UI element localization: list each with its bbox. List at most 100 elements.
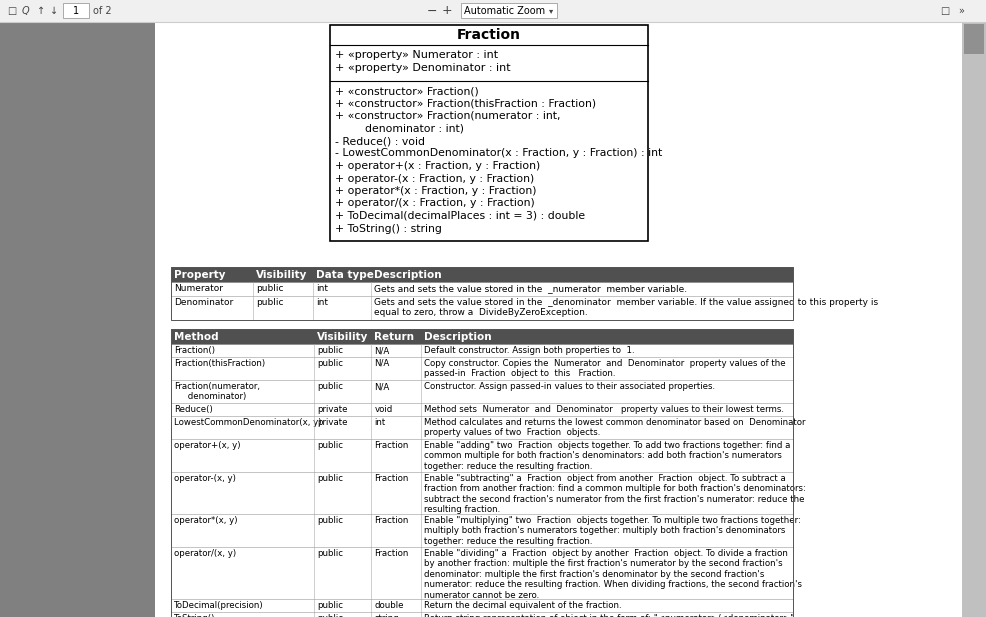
Text: public: public: [317, 614, 343, 617]
Bar: [171, 329, 793, 617]
Text: int: int: [375, 418, 386, 427]
Text: N/A: N/A: [375, 382, 389, 391]
Text: ↓: ↓: [50, 6, 58, 16]
Text: Visibility: Visibility: [256, 270, 308, 280]
Text: Automatic Zoom: Automatic Zoom: [464, 6, 545, 16]
Text: double: double: [375, 601, 404, 610]
Text: Fraction: Fraction: [375, 441, 408, 450]
Text: −: −: [427, 4, 437, 17]
Text: Fraction: Fraction: [375, 474, 408, 483]
Text: + «property» Numerator : int: + «property» Numerator : int: [335, 50, 498, 60]
Text: Numerator: Numerator: [174, 284, 223, 293]
Text: Method: Method: [174, 331, 219, 341]
Text: Denominator: Denominator: [174, 298, 234, 307]
Bar: [461, 3, 557, 18]
Text: + «property» Denominator : int: + «property» Denominator : int: [335, 63, 511, 73]
Text: int: int: [317, 284, 328, 293]
Text: ↑: ↑: [37, 6, 45, 16]
Text: operator+(x, y): operator+(x, y): [174, 441, 241, 450]
Text: Gets and sets the value stored in the  _numerator  member variable.: Gets and sets the value stored in the _n…: [374, 284, 687, 293]
Text: □: □: [940, 6, 950, 16]
Text: public: public: [317, 359, 343, 368]
Bar: [171, 282, 793, 296]
Text: + «constructor» Fraction(numerator : int,: + «constructor» Fraction(numerator : int…: [335, 111, 560, 121]
Bar: [63, 3, 89, 18]
Text: - Reduce() : void: - Reduce() : void: [335, 136, 425, 146]
Bar: [962, 22, 986, 617]
Text: void: void: [375, 405, 392, 414]
Text: private: private: [317, 405, 347, 414]
Text: public: public: [317, 601, 343, 610]
Text: Fraction(thisFraction): Fraction(thisFraction): [174, 359, 265, 368]
Text: public: public: [317, 516, 343, 525]
Bar: [171, 329, 793, 344]
Bar: [171, 599, 793, 612]
Text: denominator : int): denominator : int): [365, 123, 464, 133]
Text: operator*(x, y): operator*(x, y): [174, 516, 238, 525]
Text: of 2: of 2: [93, 6, 111, 16]
Text: + operator+(x : Fraction, y : Fraction): + operator+(x : Fraction, y : Fraction): [335, 161, 540, 171]
Bar: [171, 267, 793, 320]
Text: public: public: [317, 549, 343, 558]
Text: Property: Property: [174, 270, 226, 280]
Text: public: public: [256, 298, 284, 307]
Text: Fraction(numerator,
     denominator): Fraction(numerator, denominator): [174, 382, 260, 402]
Text: +: +: [442, 4, 453, 17]
Bar: [171, 357, 793, 380]
Text: Method sets  Numerator  and  Denominator   property values to their lowest terms: Method sets Numerator and Denominator pr…: [424, 405, 784, 414]
Bar: [171, 416, 793, 439]
Text: 1: 1: [73, 6, 79, 16]
Text: Visibility: Visibility: [317, 331, 369, 341]
Text: + ToString() : string: + ToString() : string: [335, 223, 442, 233]
Text: Return: Return: [375, 331, 414, 341]
Text: public: public: [256, 284, 284, 293]
Text: - LowestCommonDenominator(x : Fraction, y : Fraction) : int: - LowestCommonDenominator(x : Fraction, …: [335, 149, 663, 159]
Bar: [171, 380, 793, 403]
Text: Copy constructor. Copies the  Numerator  and  Denominator  property values of th: Copy constructor. Copies the Numerator a…: [424, 359, 786, 378]
Bar: [330, 25, 648, 241]
Bar: [171, 296, 793, 320]
Text: + operator-(x : Fraction, y : Fraction): + operator-(x : Fraction, y : Fraction): [335, 173, 534, 183]
Text: public: public: [317, 441, 343, 450]
Bar: [171, 439, 793, 472]
Text: + «constructor» Fraction(thisFraction : Fraction): + «constructor» Fraction(thisFraction : …: [335, 99, 597, 109]
Text: Enable "adding" two  Fraction  objects together. To add two fractions together: : Enable "adding" two Fraction objects tog…: [424, 441, 791, 471]
Text: operator/(x, y): operator/(x, y): [174, 549, 236, 558]
Text: public: public: [317, 346, 343, 355]
Text: + «constructor» Fraction(): + «constructor» Fraction(): [335, 86, 479, 96]
Bar: [171, 267, 793, 282]
Text: Description: Description: [374, 270, 442, 280]
Bar: [171, 514, 793, 547]
Bar: [171, 472, 793, 514]
Text: public: public: [317, 474, 343, 483]
Text: Fraction(): Fraction(): [174, 346, 215, 355]
Bar: [0, 0, 986, 22]
Text: Gets and sets the value stored in the  _denominator  member variable. If the val: Gets and sets the value stored in the _d…: [374, 298, 878, 317]
Bar: [171, 547, 793, 599]
Text: Fraction: Fraction: [457, 28, 521, 42]
Text: + operator/(x : Fraction, y : Fraction): + operator/(x : Fraction, y : Fraction): [335, 199, 534, 209]
Text: operator-(x, y): operator-(x, y): [174, 474, 236, 483]
Bar: [171, 267, 793, 282]
Bar: [171, 344, 793, 357]
Text: LowestCommonDenominator(x, y): LowestCommonDenominator(x, y): [174, 418, 321, 427]
Text: ToDecimal(precision): ToDecimal(precision): [174, 601, 263, 610]
Text: + operator*(x : Fraction, y : Fraction): + operator*(x : Fraction, y : Fraction): [335, 186, 536, 196]
Text: Enable "dividing" a  Fraction  object by another  Fraction  object. To divide a : Enable "dividing" a Fraction object by a…: [424, 549, 802, 600]
Text: Q: Q: [22, 6, 30, 16]
Text: Constructor. Assign passed-in values to their associated properties.: Constructor. Assign passed-in values to …: [424, 382, 715, 391]
Text: Return the decimal equivalent of the fraction.: Return the decimal equivalent of the fra…: [424, 601, 621, 610]
Bar: [171, 612, 793, 617]
Text: □: □: [7, 6, 16, 16]
Text: + ToDecimal(decimalPlaces : int = 3) : double: + ToDecimal(decimalPlaces : int = 3) : d…: [335, 211, 585, 221]
Text: public: public: [317, 382, 343, 391]
Text: N/A: N/A: [375, 346, 389, 355]
Bar: [171, 329, 793, 344]
Text: Enable "multiplying" two  Fraction  objects together. To multiple two fractions : Enable "multiplying" two Fraction object…: [424, 516, 801, 546]
Text: »: »: [958, 6, 964, 16]
Bar: [964, 24, 984, 54]
Text: Reduce(): Reduce(): [174, 405, 213, 414]
Text: ▾: ▾: [549, 7, 553, 15]
Bar: [171, 403, 793, 416]
Bar: [155, 22, 962, 617]
